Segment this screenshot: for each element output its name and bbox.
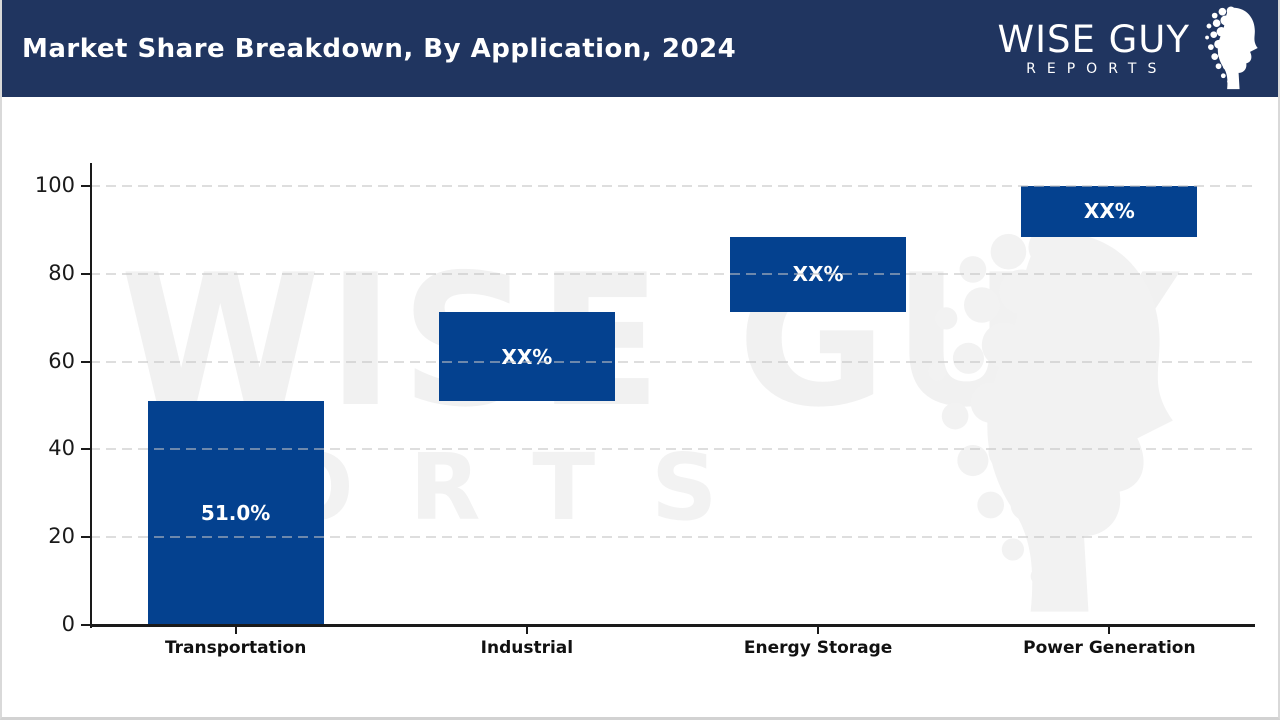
x-category-label: Industrial: [480, 638, 574, 658]
header-bar: Market Share Breakdown, By Application, …: [2, 0, 1278, 97]
y-tick-label-40: 40: [48, 436, 75, 461]
x-tick-2: [817, 625, 820, 634]
gridline-40: [90, 448, 1255, 451]
y-tick-0: [81, 624, 90, 626]
wise-guy-logo: WISE GUY REPORTS: [998, 5, 1268, 92]
bar-value-label: 51.0%: [200, 501, 271, 526]
gridline-100: [90, 185, 1255, 187]
logo-face-icon: [1205, 5, 1258, 89]
y-axis-spine: [90, 163, 92, 628]
y-tick-60: [81, 360, 90, 363]
logo-wordmark: WISE GUY: [997, 17, 1190, 61]
y-tick-40: [81, 448, 90, 451]
x-category-label: Power Generation: [1023, 638, 1196, 658]
bar-transportation: 51.0%: [147, 401, 324, 625]
gridline-20: [90, 536, 1255, 539]
y-tick-label-100: 100: [34, 173, 75, 197]
y-tick-100: [81, 185, 90, 187]
y-tick-label-0: 0: [61, 612, 75, 636]
x-axis-spine: [90, 624, 1255, 627]
x-tick-3: [1108, 625, 1111, 634]
y-tick-20: [81, 536, 90, 539]
y-tick-label-80: 80: [48, 260, 75, 285]
x-tick-0: [234, 625, 237, 634]
x-category-label: Energy Storage: [743, 638, 893, 658]
gridline-60: [90, 360, 1255, 363]
logo-text: WISE GUY REPORTS: [998, 21, 1190, 77]
gridline-80: [90, 272, 1255, 275]
bar-value-label: XX%: [501, 344, 553, 369]
y-tick-label-60: 60: [48, 348, 75, 373]
page-title: Market Share Breakdown, By Application, …: [22, 33, 737, 64]
x-category-label: Transportation: [164, 638, 307, 658]
x-tick-1: [525, 625, 528, 634]
y-tick-80: [81, 272, 90, 275]
logo-subtitle: REPORTS: [1026, 60, 1168, 77]
bar-power-generation: XX%: [1021, 186, 1198, 237]
y-tick-label-20: 20: [48, 524, 75, 549]
bar-industrial: XX%: [438, 311, 615, 402]
bar-value-label: XX%: [1083, 199, 1135, 224]
